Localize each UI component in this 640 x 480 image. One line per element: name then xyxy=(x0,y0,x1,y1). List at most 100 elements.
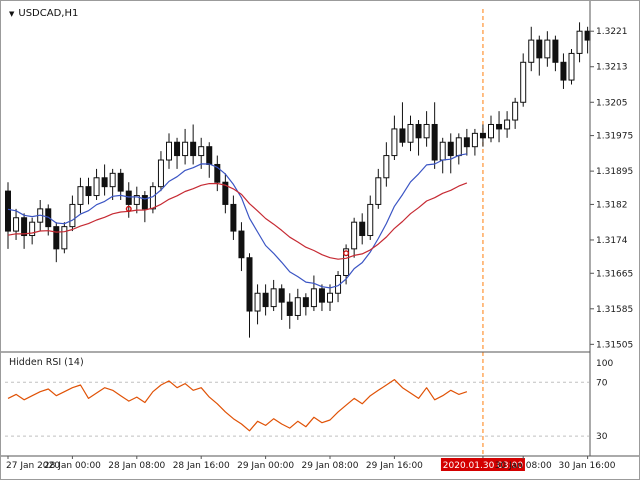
rsi-axis-label[interactable]: 30 xyxy=(596,432,608,442)
price-axis-label[interactable]: 1.3182 xyxy=(596,200,628,210)
rsi-level-lines xyxy=(5,381,589,437)
candle-body xyxy=(214,163,221,183)
candle-body xyxy=(528,39,535,63)
candle-body xyxy=(544,39,551,59)
candle-body xyxy=(552,39,559,63)
candle-body xyxy=(318,288,325,303)
rsi-axis[interactable]: 100 70 30 xyxy=(596,359,613,442)
candle-body xyxy=(77,186,84,205)
candle-body xyxy=(584,30,591,41)
price-axis-label[interactable]: 1.31585 xyxy=(596,305,633,315)
candle-body xyxy=(85,186,92,197)
price-axis-label[interactable]: 1.3174 xyxy=(596,236,628,246)
candle-body xyxy=(399,128,406,143)
candle-body xyxy=(53,226,60,250)
price-axis-label[interactable]: 1.31505 xyxy=(596,340,633,350)
time-axis-label[interactable]: 30 Jan 08:00 xyxy=(495,461,552,471)
time-axis-label[interactable]: 28 Jan 00:00 xyxy=(44,461,101,471)
candle-body xyxy=(520,61,527,103)
candle-body xyxy=(93,177,100,197)
candle-body xyxy=(5,190,11,232)
candle-body xyxy=(568,52,575,81)
candle-body xyxy=(166,141,172,161)
time-axis-label[interactable]: 29 Jan 08:00 xyxy=(302,461,359,471)
candle-body xyxy=(351,221,358,250)
candle-body xyxy=(310,288,317,308)
candle-body xyxy=(327,292,333,303)
candle-body xyxy=(141,195,148,210)
current-time-label[interactable]: 2020.01.30 03:00 xyxy=(443,461,524,471)
candle-body xyxy=(238,230,245,259)
time-axis-label[interactable]: 29 Jan 00:00 xyxy=(237,461,294,471)
candle-body xyxy=(391,128,398,157)
symbol-timeframe-text: USDCAD,H1 xyxy=(18,8,79,19)
candle-body xyxy=(278,288,285,303)
candle-body xyxy=(479,132,486,139)
candle-body xyxy=(415,123,422,139)
price-axis-label[interactable]: 1.3205 xyxy=(596,98,628,108)
candle-body xyxy=(133,195,140,205)
candle-body xyxy=(343,248,350,276)
indicator-name-label: Hidden RSI (14) xyxy=(9,357,84,368)
time-axis-label[interactable]: 28 Jan 08:00 xyxy=(108,461,165,471)
price-axis-label[interactable]: 1.3221 xyxy=(596,27,628,37)
rsi-line xyxy=(7,379,468,432)
candle-body xyxy=(439,141,446,161)
candle-body xyxy=(496,123,503,130)
symbol-marker-icon: ▼ xyxy=(9,9,15,18)
candle-body xyxy=(182,141,189,157)
time-axis-label[interactable]: 27 Jan 2020 xyxy=(6,461,60,471)
candle-body xyxy=(254,292,261,312)
candle-body xyxy=(206,146,213,165)
candle-body xyxy=(407,123,414,143)
candle-body xyxy=(302,297,309,308)
candle-body xyxy=(471,132,478,148)
price-axis-label[interactable]: 1.31975 xyxy=(596,132,633,142)
candle-body xyxy=(198,146,205,157)
price-axis-label[interactable]: 1.31665 xyxy=(596,269,633,279)
current-time-highlight xyxy=(440,458,525,471)
time-axis-label[interactable]: 30 Jan 16:00 xyxy=(559,461,616,471)
candle-body xyxy=(463,137,470,148)
candle-body xyxy=(157,159,164,188)
candle-body xyxy=(29,221,36,237)
signal-marker xyxy=(343,250,350,257)
candle-body xyxy=(125,190,132,205)
candle-body xyxy=(359,221,366,237)
price-axis-label[interactable]: 1.31895 xyxy=(596,167,633,177)
signal-marker xyxy=(125,205,132,212)
candle-body xyxy=(375,177,382,205)
candles xyxy=(5,22,591,338)
candle-body xyxy=(270,288,277,308)
candle-body xyxy=(13,217,20,232)
candle-body xyxy=(230,203,237,232)
candle-body xyxy=(576,30,583,54)
price-axis-label[interactable]: 1.3213 xyxy=(596,63,628,73)
rsi-axis-label[interactable]: 100 xyxy=(596,359,613,369)
candle-body xyxy=(560,61,567,81)
time-axis-label[interactable]: 28 Jan 16:00 xyxy=(173,461,230,471)
rsi-axis-label[interactable]: 70 xyxy=(596,378,608,388)
candle-body xyxy=(174,141,181,157)
time-axis-label[interactable]: 29 Jan 16:00 xyxy=(366,461,423,471)
ma-fast-line xyxy=(7,153,468,289)
candle-body xyxy=(431,123,438,161)
symbol-timeframe-label: ▼ USDCAD,H1 xyxy=(9,8,78,19)
candle-body xyxy=(262,292,269,308)
candle-body xyxy=(117,172,124,192)
candle-body xyxy=(383,155,390,179)
candle-body xyxy=(488,123,494,139)
candle-body xyxy=(109,172,116,188)
candle-body xyxy=(536,39,543,59)
ma-slow-line xyxy=(7,182,468,260)
candle-body xyxy=(222,181,229,205)
candle-body xyxy=(69,203,76,228)
candle-body xyxy=(61,226,68,250)
candle-body xyxy=(367,203,374,237)
candle-body xyxy=(512,101,519,121)
candle-body xyxy=(294,297,301,316)
price-axis[interactable]: 1.3221 1.3213 1.3205 1.31975 1.31895 1.3182 1.… xyxy=(590,27,633,350)
